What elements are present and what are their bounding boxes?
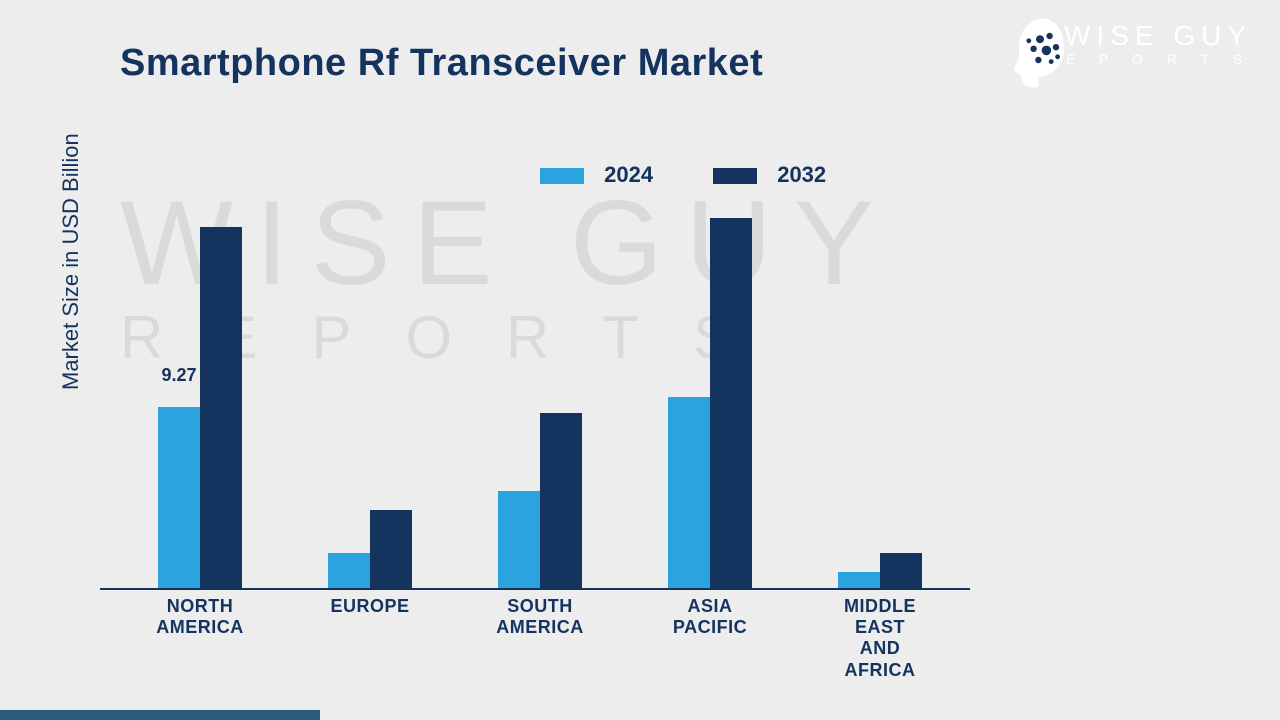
bar-group: ASIAPACIFIC [650,200,770,590]
bar-2032 [710,218,752,589]
category-label: SOUTHAMERICA [496,596,584,638]
bar-pair [650,200,770,590]
bar-2024 [498,491,540,589]
bar-2024 [838,572,880,588]
category-label: MIDDLEEASTANDAFRICA [844,596,916,681]
category-label: NORTHAMERICA [156,596,244,638]
category-label: EUROPE [330,596,409,617]
legend-item-2024: 2024 [540,162,653,188]
legend: 2024 2032 [540,162,826,188]
bar-pair [480,200,600,590]
legend-item-2032: 2032 [713,162,826,188]
legend-label-2024: 2024 [604,162,653,187]
legend-swatch-2032 [713,168,757,184]
bar-chart: 9.27NORTHAMERICA EUROPE SOUTHAMERICA ASIAPA… [100,200,970,590]
bar-pair [820,200,940,590]
page-title: Smartphone Rf Transceiver Market [120,42,763,85]
bar-group: EUROPE [310,200,430,590]
bar-group: MIDDLEEASTANDAFRICA [820,200,940,590]
bar-group: 9.27NORTHAMERICA [140,200,260,590]
bar-2024 [328,553,370,588]
stage: WISE GUY REPORTS Smartphone Rf Transceiv… [0,0,1280,720]
bar-2032 [370,510,412,588]
bar-2032 [880,553,922,588]
bar-value-label: 9.27 [161,365,196,386]
legend-swatch-2024 [540,168,584,184]
bar-2024 [668,397,710,588]
legend-label-2032: 2032 [777,162,826,187]
bottom-accent-bar [0,710,320,720]
bar-pair: 9.27 [140,200,260,590]
bar-2032 [540,413,582,589]
logo-head-icon [1000,12,1080,92]
bar-2024 [158,407,200,588]
y-axis-label: Market Size in USD Billion [58,133,84,390]
category-label: ASIAPACIFIC [673,596,747,638]
bar-2032 [200,227,242,588]
bar-group: SOUTHAMERICA [480,200,600,590]
bar-pair [310,200,430,590]
